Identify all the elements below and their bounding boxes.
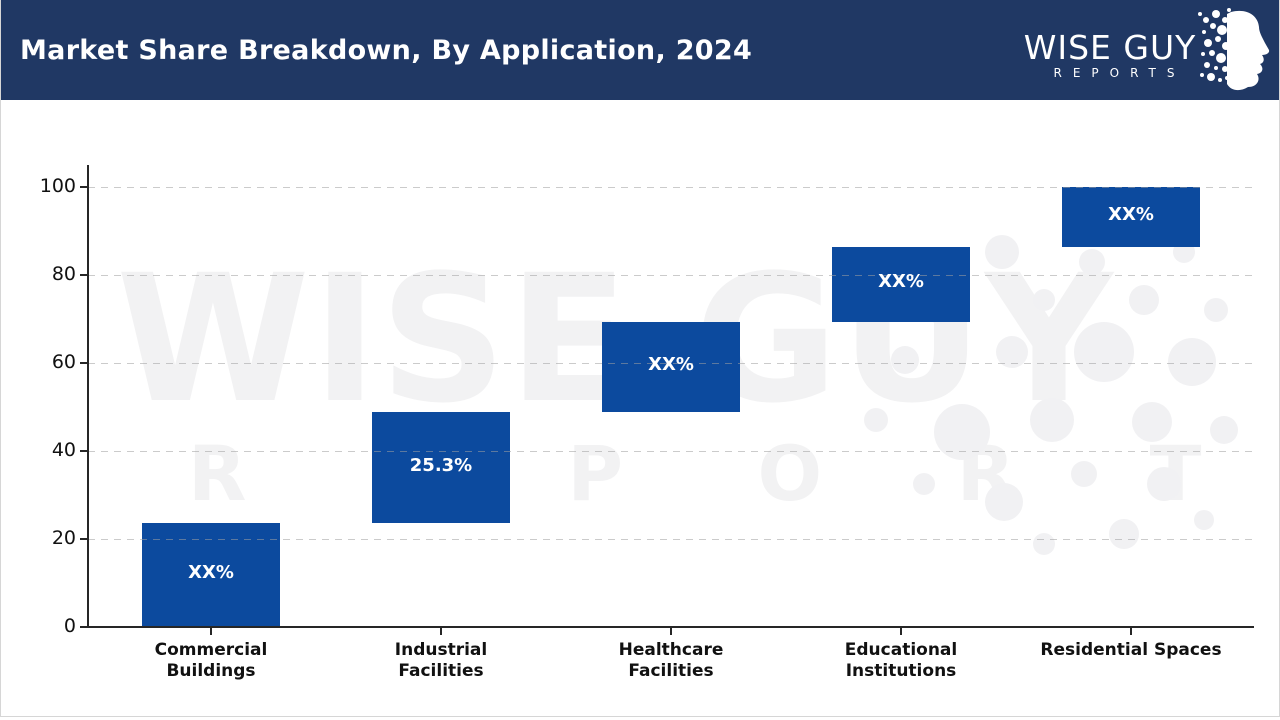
- y-tick-label: 60: [51, 351, 76, 373]
- x-category-label: Industrial Facilities: [326, 640, 556, 682]
- x-category-label-line: Industrial: [394, 640, 488, 660]
- header-bar: Market Share Breakdown, By Application, …: [0, 0, 1280, 100]
- y-tick: [80, 450, 87, 452]
- gridline: [88, 363, 1254, 364]
- chart-title: Market Share Breakdown, By Application, …: [20, 34, 753, 66]
- x-category-label: Commercial Buildings: [96, 640, 326, 682]
- logo-wordmark: WISE GUY: [1023, 28, 1197, 67]
- x-category-label: Educational Institutions: [786, 640, 1016, 682]
- x-category-label-line: Healthcare: [618, 640, 724, 660]
- bar-value-label: XX%: [1108, 203, 1154, 225]
- y-tick-label: 0: [63, 615, 76, 637]
- x-category-label-line: Commercial: [154, 640, 268, 660]
- x-tick: [900, 627, 902, 635]
- watermark-subtext: R E P O R T S: [188, 429, 1280, 518]
- y-tick: [80, 362, 87, 364]
- y-tick: [80, 626, 87, 628]
- x-tick: [440, 627, 442, 635]
- bar-segment: [142, 523, 280, 627]
- bar-segment: [1062, 187, 1200, 247]
- x-category-label-line: Facilities: [628, 661, 714, 681]
- x-category-label-line: Buildings: [166, 661, 256, 681]
- bar-value-label: 25.3%: [409, 454, 473, 476]
- bar-segment: [372, 411, 510, 524]
- bar-value-label: XX%: [188, 562, 234, 584]
- x-category-label: Healthcare Facilities: [556, 640, 786, 682]
- y-tick: [80, 186, 87, 188]
- logo-subtext: REPORTS: [1053, 66, 1186, 80]
- x-tick: [1130, 627, 1132, 635]
- y-tick-label: 40: [51, 439, 76, 461]
- y-tick: [80, 538, 87, 540]
- wiseguy-logo: WISE GUY REPORTS: [1022, 6, 1272, 94]
- y-tick-label: 80: [51, 263, 76, 285]
- x-category-label-line: Educational: [844, 640, 958, 660]
- x-tick: [210, 627, 212, 635]
- y-tick-label: 100: [39, 175, 76, 197]
- bar-segment: [602, 322, 740, 412]
- y-axis-line: [87, 165, 89, 628]
- y-tick: [80, 274, 87, 276]
- x-tick: [670, 627, 672, 635]
- gridline: [88, 451, 1254, 452]
- gridline: [88, 539, 1254, 540]
- bar-value-label: XX%: [648, 353, 694, 375]
- x-category-label-line: Institutions: [845, 661, 957, 681]
- gridline: [88, 275, 1254, 276]
- x-category-label-line: Facilities: [398, 661, 484, 681]
- x-category-label: Residential Spaces: [1016, 640, 1246, 661]
- x-category-label-line: Residential Spaces: [1040, 640, 1222, 660]
- bar-segment: [832, 246, 970, 323]
- logo-head-icon: [1198, 8, 1270, 91]
- bar-value-label: XX%: [878, 271, 924, 293]
- gridline: [88, 187, 1254, 188]
- y-tick-label: 20: [51, 527, 76, 549]
